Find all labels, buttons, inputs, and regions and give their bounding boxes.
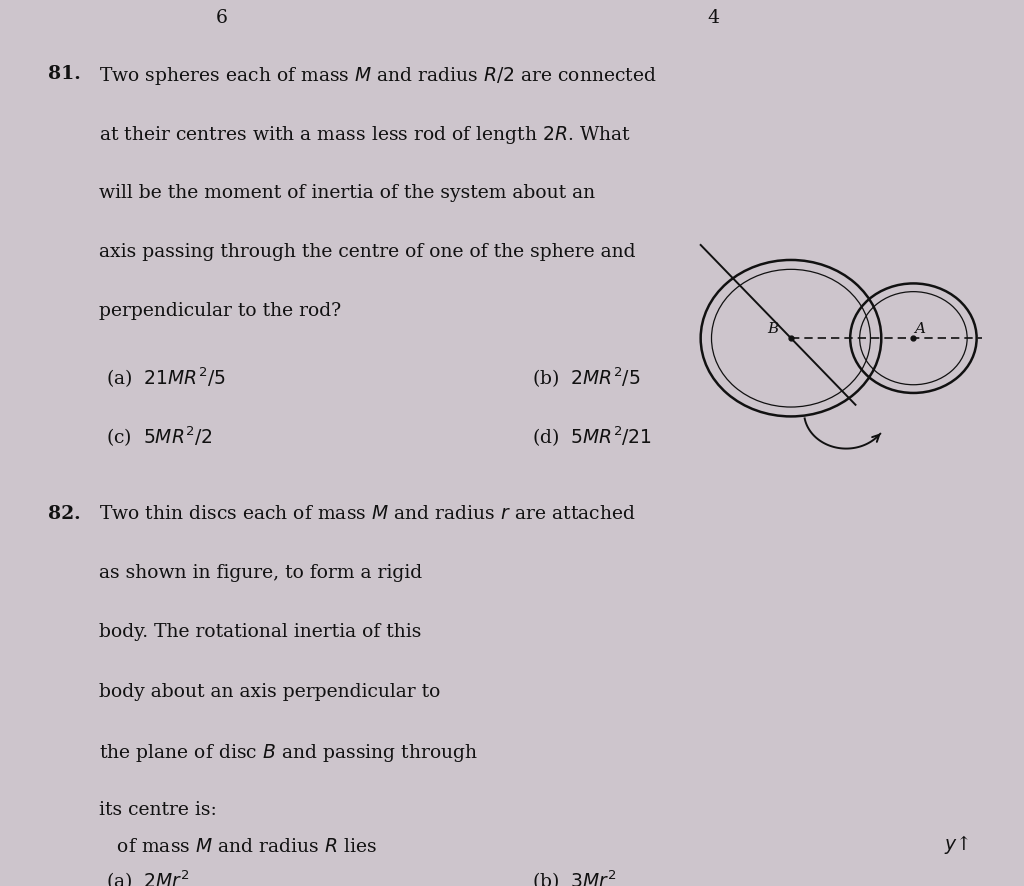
- Text: body about an axis perpendicular to: body about an axis perpendicular to: [98, 682, 440, 700]
- Text: of mass $M$ and radius $R$ lies: of mass $M$ and radius $R$ lies: [98, 837, 377, 856]
- Text: B: B: [767, 322, 778, 336]
- Text: as shown in figure, to form a rigid: as shown in figure, to form a rigid: [98, 563, 422, 582]
- Text: 4: 4: [708, 9, 720, 27]
- Text: (c)  $5MR^2/2$: (c) $5MR^2/2$: [105, 424, 212, 448]
- Text: A: A: [914, 322, 925, 336]
- Text: axis passing through the centre of one of the sphere and: axis passing through the centre of one o…: [98, 243, 635, 260]
- Text: (a)  $21MR^2/5$: (a) $21MR^2/5$: [105, 365, 225, 389]
- Text: 82.: 82.: [48, 505, 81, 523]
- Text: the plane of disc $B$ and passing through: the plane of disc $B$ and passing throug…: [98, 741, 478, 763]
- Text: at their centres with a mass less rod of length $2R$. What: at their centres with a mass less rod of…: [98, 124, 631, 146]
- Text: perpendicular to the rod?: perpendicular to the rod?: [98, 301, 341, 320]
- Text: Two thin discs each of mass $M$ and radius $r$ are attached: Two thin discs each of mass $M$ and radi…: [98, 505, 635, 523]
- Text: will be the moment of inertia of the system about an: will be the moment of inertia of the sys…: [98, 183, 595, 201]
- Text: Two spheres each of mass $M$ and radius $R/2$ are connected: Two spheres each of mass $M$ and radius …: [98, 66, 656, 88]
- Text: 81.: 81.: [48, 66, 81, 83]
- Text: 6: 6: [216, 9, 227, 27]
- Text: $y$↑: $y$↑: [943, 833, 969, 856]
- Text: (b)  $3Mr^2$: (b) $3Mr^2$: [532, 867, 616, 886]
- Text: (d)  $5MR^2/21$: (d) $5MR^2/21$: [532, 424, 651, 448]
- Text: its centre is:: its centre is:: [98, 800, 216, 818]
- Text: (a)  $2Mr^2$: (a) $2Mr^2$: [105, 867, 189, 886]
- Text: (b)  $2MR^2/5$: (b) $2MR^2/5$: [532, 365, 641, 389]
- Text: body. The rotational inertia of this: body. The rotational inertia of this: [98, 623, 421, 641]
